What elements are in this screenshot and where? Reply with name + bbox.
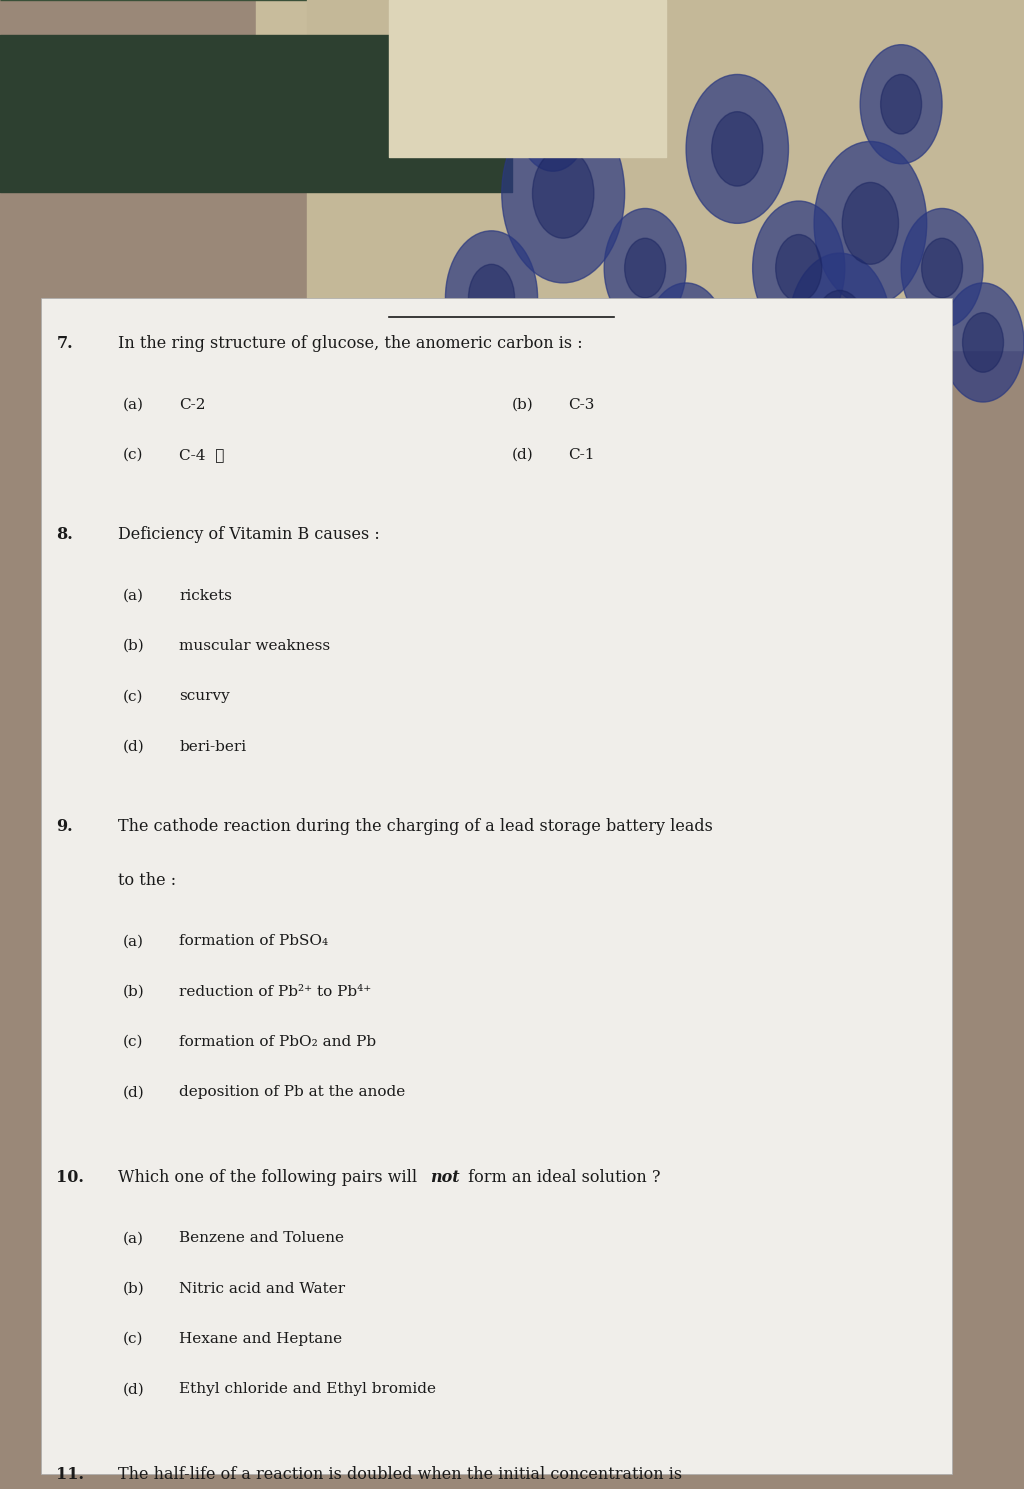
FancyBboxPatch shape xyxy=(41,298,952,1474)
Circle shape xyxy=(842,183,899,265)
Circle shape xyxy=(881,74,922,134)
Text: not: not xyxy=(430,1169,460,1185)
Text: (d): (d) xyxy=(512,448,534,462)
Text: (d): (d) xyxy=(123,1382,144,1397)
Circle shape xyxy=(922,238,963,298)
Text: to the :: to the : xyxy=(118,873,176,889)
Text: (b): (b) xyxy=(123,1282,144,1295)
Circle shape xyxy=(645,283,727,402)
Text: The cathode reaction during the charging of a lead storage battery leads: The cathode reaction during the charging… xyxy=(118,817,713,835)
Text: C-4  ✓: C-4 ✓ xyxy=(179,448,224,462)
Circle shape xyxy=(776,234,821,301)
Circle shape xyxy=(686,74,788,223)
Text: reduction of Pb²⁺ to Pb⁴⁺: reduction of Pb²⁺ to Pb⁴⁺ xyxy=(179,984,372,999)
Circle shape xyxy=(517,67,589,171)
Text: (a): (a) xyxy=(123,935,144,948)
Circle shape xyxy=(814,290,865,365)
Text: (d): (d) xyxy=(123,740,144,753)
Text: (c): (c) xyxy=(123,448,143,462)
Circle shape xyxy=(712,112,763,186)
Text: 8.: 8. xyxy=(56,526,73,543)
Circle shape xyxy=(468,264,514,331)
Circle shape xyxy=(625,238,666,298)
Text: (b): (b) xyxy=(512,398,534,411)
Text: 10.: 10. xyxy=(56,1169,84,1185)
Circle shape xyxy=(901,208,983,328)
Text: formation of PbSO₄: formation of PbSO₄ xyxy=(179,935,329,948)
Text: form an ideal solution ?: form an ideal solution ? xyxy=(463,1169,660,1185)
Text: Ethyl chloride and Ethyl bromide: Ethyl chloride and Ethyl bromide xyxy=(179,1382,436,1397)
Text: rickets: rickets xyxy=(179,588,232,603)
Text: (a): (a) xyxy=(123,1231,144,1245)
Circle shape xyxy=(814,141,927,305)
Circle shape xyxy=(788,253,891,402)
Text: (c): (c) xyxy=(123,1035,143,1050)
Text: Which one of the following pairs will: Which one of the following pairs will xyxy=(118,1169,422,1185)
Text: The half-life of a reaction is doubled when the initial concentration is: The half-life of a reaction is doubled w… xyxy=(118,1465,682,1483)
Text: Hexane and Heptane: Hexane and Heptane xyxy=(179,1333,342,1346)
Text: 7.: 7. xyxy=(56,335,73,351)
Text: (c): (c) xyxy=(123,689,143,703)
Text: (a): (a) xyxy=(123,398,144,411)
Text: deposition of Pb at the anode: deposition of Pb at the anode xyxy=(179,1085,406,1099)
Text: beri-beri: beri-beri xyxy=(179,740,247,753)
Text: (b): (b) xyxy=(123,984,144,999)
Circle shape xyxy=(445,231,538,365)
Text: C-3: C-3 xyxy=(568,398,595,411)
Text: 11.: 11. xyxy=(56,1465,84,1483)
Text: scurvy: scurvy xyxy=(179,689,230,703)
Text: (a): (a) xyxy=(123,588,144,603)
Text: muscular weakness: muscular weakness xyxy=(179,639,331,654)
Circle shape xyxy=(860,45,942,164)
Text: 9.: 9. xyxy=(56,817,73,835)
Circle shape xyxy=(666,313,707,372)
Circle shape xyxy=(942,283,1024,402)
Text: C-2: C-2 xyxy=(179,398,206,411)
Circle shape xyxy=(963,313,1004,372)
Circle shape xyxy=(604,208,686,328)
Text: Nitric acid and Water: Nitric acid and Water xyxy=(179,1282,345,1295)
Text: (b): (b) xyxy=(123,639,144,654)
Text: Deficiency of Vitamin B causes :: Deficiency of Vitamin B causes : xyxy=(118,526,380,543)
Text: C-1: C-1 xyxy=(568,448,595,462)
Circle shape xyxy=(536,92,571,144)
Text: Benzene and Toluene: Benzene and Toluene xyxy=(179,1231,344,1245)
Circle shape xyxy=(532,149,594,238)
Text: (c): (c) xyxy=(123,1333,143,1346)
Text: formation of PbO₂ and Pb: formation of PbO₂ and Pb xyxy=(179,1035,377,1050)
Circle shape xyxy=(502,104,625,283)
Circle shape xyxy=(753,201,845,335)
Text: (d): (d) xyxy=(123,1085,144,1099)
Text: In the ring structure of glucose, the anomeric carbon is :: In the ring structure of glucose, the an… xyxy=(118,335,583,351)
